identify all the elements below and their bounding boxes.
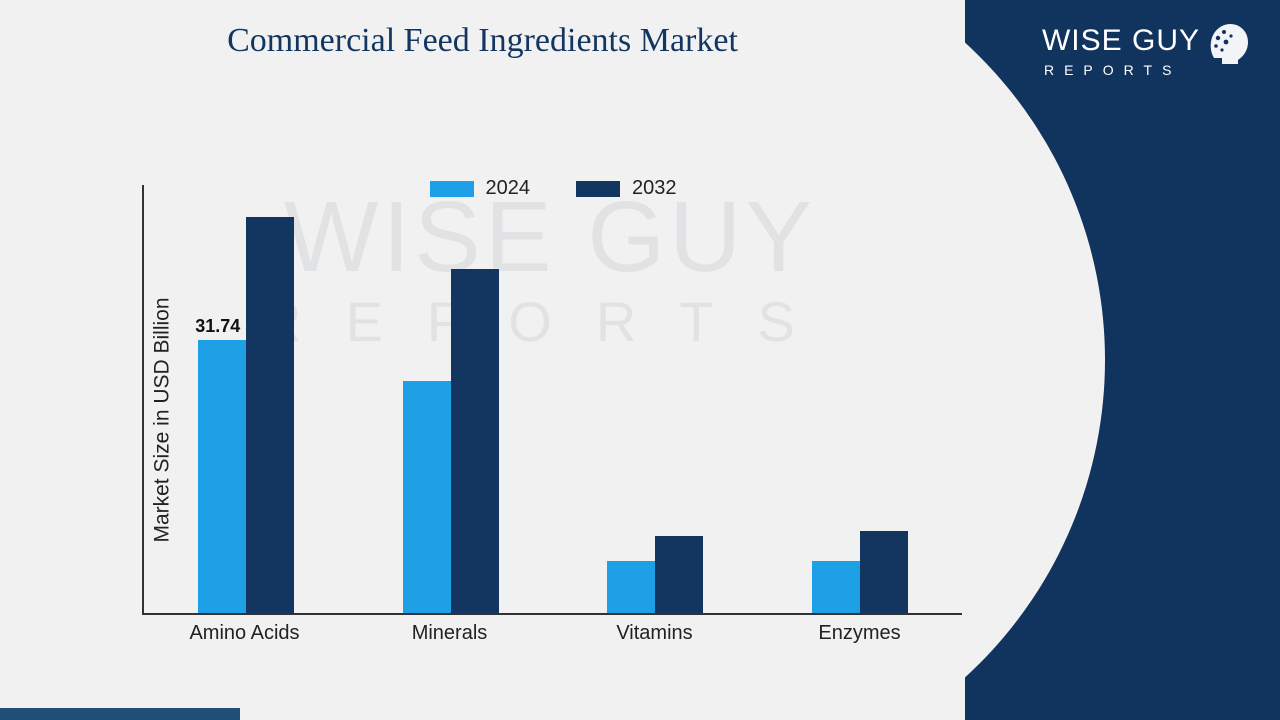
chart-title: Commercial Feed Ingredients Market [0,22,965,60]
x-tick-label: Enzymes [800,618,920,670]
bar-groups: 31.74 [144,185,962,613]
brand-logo: WISE GUY REPORTS [1042,18,1250,78]
bar-2032 [860,531,908,613]
brand-line1: WISE GUY [1042,24,1200,58]
plot-area: 2024 2032 31.74 [142,185,962,615]
x-tick-label: Amino Acids [185,618,305,670]
x-axis-labels: Amino Acids Minerals Vitamins Enzymes [142,618,962,670]
x-tick-label: Vitamins [595,618,715,670]
bar-group: 31.74 [198,217,294,613]
bottom-accent-bar [0,708,240,720]
bar-group [607,536,703,613]
bar-2024 [403,381,451,613]
bar-2024 [812,561,860,613]
bar-2032 [451,269,499,613]
x-tick-label: Minerals [390,618,510,670]
stage: Commercial Feed Ingredients Market WISE … [0,0,1280,720]
bar-chart: Market Size in USD Billion 2024 2032 31.… [70,170,970,670]
bar-2024 [607,561,655,613]
bar-2024: 31.74 [198,340,246,613]
brand-line2: REPORTS [1042,62,1250,78]
bar-2032 [246,217,294,613]
bar-2032 [655,536,703,613]
bar-value-label: 31.74 [195,316,240,337]
brain-head-icon [1204,18,1250,64]
bar-group [403,269,499,613]
bar-group [812,531,908,613]
